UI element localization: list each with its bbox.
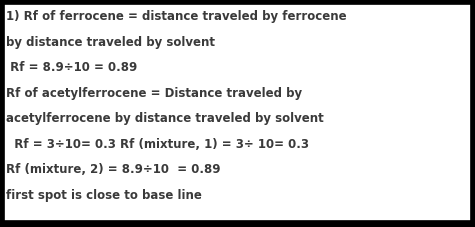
Text: Rf = 8.9÷10 = 0.89: Rf = 8.9÷10 = 0.89: [6, 61, 137, 74]
Text: Rf = 3÷10= 0.3 Rf (mixture, 1) = 3÷ 10= 0.3: Rf = 3÷10= 0.3 Rf (mixture, 1) = 3÷ 10= …: [6, 137, 309, 150]
Text: Rf (mixture, 2) = 8.9÷10  = 0.89: Rf (mixture, 2) = 8.9÷10 = 0.89: [6, 163, 220, 176]
Text: acetylferrocene by distance traveled by solvent: acetylferrocene by distance traveled by …: [6, 112, 323, 125]
Text: by distance traveled by solvent: by distance traveled by solvent: [6, 36, 215, 49]
Text: first spot is close to base line: first spot is close to base line: [6, 188, 201, 201]
Text: 1) Rf of ferrocene = distance traveled by ferrocene: 1) Rf of ferrocene = distance traveled b…: [6, 10, 346, 23]
FancyBboxPatch shape: [4, 5, 471, 221]
Text: Rf of acetylferrocene = Distance traveled by: Rf of acetylferrocene = Distance travele…: [6, 86, 302, 99]
